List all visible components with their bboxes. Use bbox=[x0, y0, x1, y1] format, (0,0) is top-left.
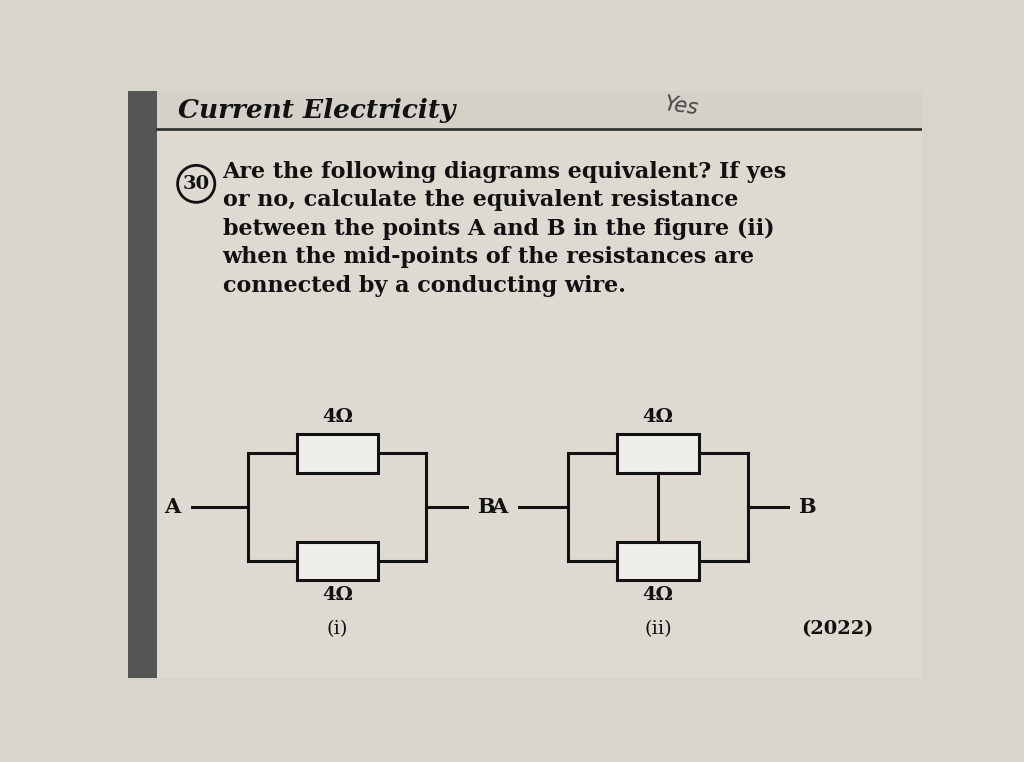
Bar bbox=[128, 91, 158, 678]
Bar bbox=[297, 542, 378, 581]
Text: (2022): (2022) bbox=[801, 620, 873, 639]
Text: between the points A and B in the figure (ii): between the points A and B in the figure… bbox=[222, 218, 774, 240]
Text: A: A bbox=[165, 498, 180, 517]
Bar bbox=[158, 91, 922, 127]
Bar bbox=[297, 434, 378, 472]
Text: B: B bbox=[799, 498, 816, 517]
Text: when the mid-points of the resistances are: when the mid-points of the resistances a… bbox=[222, 246, 755, 268]
Bar bbox=[617, 434, 698, 472]
Text: Yes: Yes bbox=[663, 94, 699, 119]
Bar bbox=[617, 542, 698, 581]
Text: 30: 30 bbox=[182, 174, 210, 193]
Text: or no, calculate the equivalent resistance: or no, calculate the equivalent resistan… bbox=[222, 189, 738, 211]
Text: 4Ω: 4Ω bbox=[643, 408, 674, 427]
Text: (ii): (ii) bbox=[644, 620, 672, 639]
Text: 4Ω: 4Ω bbox=[322, 586, 352, 604]
Text: 4Ω: 4Ω bbox=[322, 408, 352, 427]
Text: B: B bbox=[477, 498, 495, 517]
Text: connected by a conducting wire.: connected by a conducting wire. bbox=[222, 274, 626, 296]
Text: 4Ω: 4Ω bbox=[643, 586, 674, 604]
Text: Current Electricity: Current Electricity bbox=[178, 98, 456, 123]
Text: (i): (i) bbox=[327, 620, 348, 639]
Text: Are the following diagrams equivalent? If yes: Are the following diagrams equivalent? I… bbox=[222, 161, 786, 183]
Text: A: A bbox=[492, 498, 508, 517]
